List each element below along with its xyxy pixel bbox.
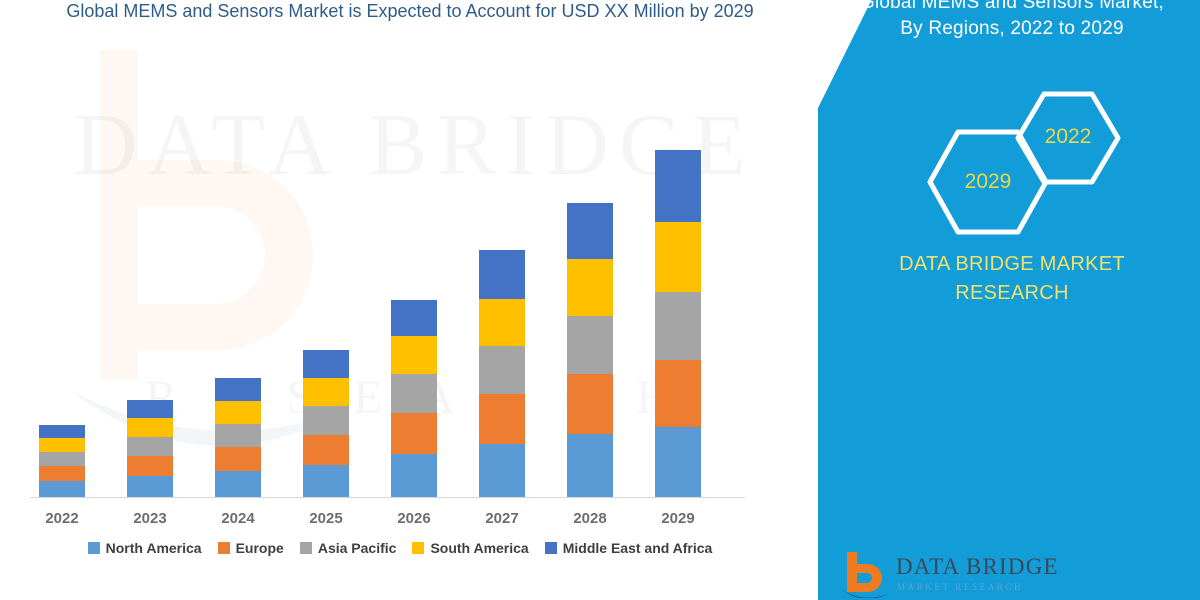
bar-segment: [567, 374, 613, 434]
bar-segment: [391, 413, 437, 454]
bar-2029: [655, 150, 701, 497]
bar-2027: [479, 250, 525, 497]
bar-segment: [479, 299, 525, 346]
bar-segment: [215, 447, 261, 471]
bar-segment: [479, 394, 525, 444]
bar-segment: [303, 378, 349, 406]
hexagon-2022: 2022: [1015, 91, 1121, 185]
logo-subtext: MARKET RESEARCH: [897, 582, 1024, 592]
bar-segment: [391, 454, 437, 497]
legend-label: Middle East and Africa: [562, 540, 713, 556]
bar-segment: [215, 378, 261, 401]
bar-segment: [127, 400, 173, 418]
bar-segment: [655, 292, 701, 360]
bar-segment: [303, 350, 349, 378]
bar-segment: [127, 437, 173, 456]
bar-segment: [39, 438, 85, 452]
legend-swatch-icon: [299, 542, 312, 554]
legend-item-middle-east-and-africa[interactable]: Middle East and Africa: [544, 540, 713, 556]
chart-title-line-2: by 2029: [689, 1, 754, 21]
legend-label: Asia Pacific: [317, 540, 397, 556]
legend-label: Europe: [235, 540, 284, 556]
chart-legend: North America Europe Asia Pacific South Ame…: [0, 540, 800, 556]
bar-2028: [567, 203, 613, 497]
legend-label: South America: [430, 540, 529, 556]
bar-segment: [567, 316, 613, 374]
bar-segment: [215, 471, 261, 497]
x-tick-2024: 2024: [221, 510, 255, 527]
bar-segment: [391, 336, 437, 374]
brand-heading-line-2: By Regions, 2022 to 2029: [900, 18, 1124, 39]
bar-segment: [655, 150, 701, 222]
chart-title: Global MEMS and Sensors Market is Expect…: [10, 0, 810, 24]
hexagon-pair: 2029 2022: [927, 91, 1194, 235]
legend-label: North America: [105, 540, 202, 556]
bar-segment: [127, 418, 173, 437]
bar-segment: [479, 444, 525, 497]
chart-baseline: [30, 497, 745, 498]
bar-segment: [303, 406, 349, 435]
brand-name-line-2: RESEARCH: [955, 282, 1069, 304]
watermark-text-primary: DATA BRIDGE: [0, 95, 830, 196]
bar-2024: [215, 378, 261, 497]
bar-segment: [391, 300, 437, 336]
bar-segment: [479, 346, 525, 394]
x-tick-2028: 2028: [573, 510, 607, 527]
x-tick-2025: 2025: [309, 510, 343, 527]
hexagon-2029: 2029: [927, 129, 1049, 235]
x-tick-2026: 2026: [397, 510, 431, 527]
bar-segment: [655, 427, 701, 497]
hexagon-2029-label: 2029: [964, 170, 1012, 193]
chart-region: DATA BRIDGE R E S E A R C H Global MEMS …: [0, 0, 830, 556]
bar-segment: [567, 203, 613, 259]
bar-segment: [127, 476, 173, 497]
legend-swatch-icon: [217, 542, 230, 554]
bar-segment: [391, 374, 437, 413]
legend-item-south-america[interactable]: South America: [412, 540, 529, 556]
bar-2022: [39, 425, 85, 497]
x-tick-2027: 2027: [485, 510, 519, 527]
bar-segment: [655, 360, 701, 427]
bar-2026: [391, 300, 437, 497]
brand-heading: Global MEMS and Sensors Market, By Regio…: [832, 0, 1192, 42]
x-tick-2023: 2023: [133, 510, 167, 527]
legend-swatch-icon: [412, 542, 425, 554]
bridge-logo-icon: [842, 550, 888, 600]
hexagon-2022-label: 2022: [1044, 125, 1092, 148]
legend-swatch-icon: [544, 542, 557, 554]
bar-2023: [127, 400, 173, 497]
bar-segment: [39, 481, 85, 497]
logo-wordmark: DATA BRIDGE: [896, 554, 1059, 579]
brand-name: DATA BRIDGE MARKET RESEARCH: [832, 250, 1192, 308]
bar-segment: [303, 435, 349, 465]
x-axis-labels: 2022 2023 2024 2025 2026 2027 2028 2029: [0, 510, 830, 534]
bar-segment: [303, 465, 349, 497]
x-tick-2029: 2029: [661, 510, 695, 527]
brand-heading-line-1: Global MEMS and Sensors Market,: [860, 0, 1164, 13]
bar-segment: [39, 466, 85, 481]
bar-segment: [215, 424, 261, 447]
bar-segment: [655, 222, 701, 292]
bar-segment: [567, 259, 613, 316]
chart-title-line-1: Global MEMS and Sensors Market is Expect…: [66, 1, 685, 21]
bar-segment: [39, 452, 85, 466]
brand-name-line-1: DATA BRIDGE MARKET: [899, 253, 1125, 275]
bar-segment: [479, 250, 525, 299]
legend-item-asia-pacific[interactable]: Asia Pacific: [299, 540, 397, 556]
company-logo: DATA BRIDGE MARKET RESEARCH: [838, 542, 1088, 600]
legend-item-europe[interactable]: Europe: [217, 540, 284, 556]
bar-segment: [567, 434, 613, 497]
legend-swatch-icon: [87, 542, 100, 554]
legend-item-north-america[interactable]: North America: [87, 540, 202, 556]
brand-panel: [818, 0, 1200, 600]
bar-segment: [39, 425, 85, 438]
bar-2025: [303, 350, 349, 497]
x-tick-2022: 2022: [45, 510, 79, 527]
bar-segment: [127, 456, 173, 476]
bar-segment: [215, 401, 261, 424]
